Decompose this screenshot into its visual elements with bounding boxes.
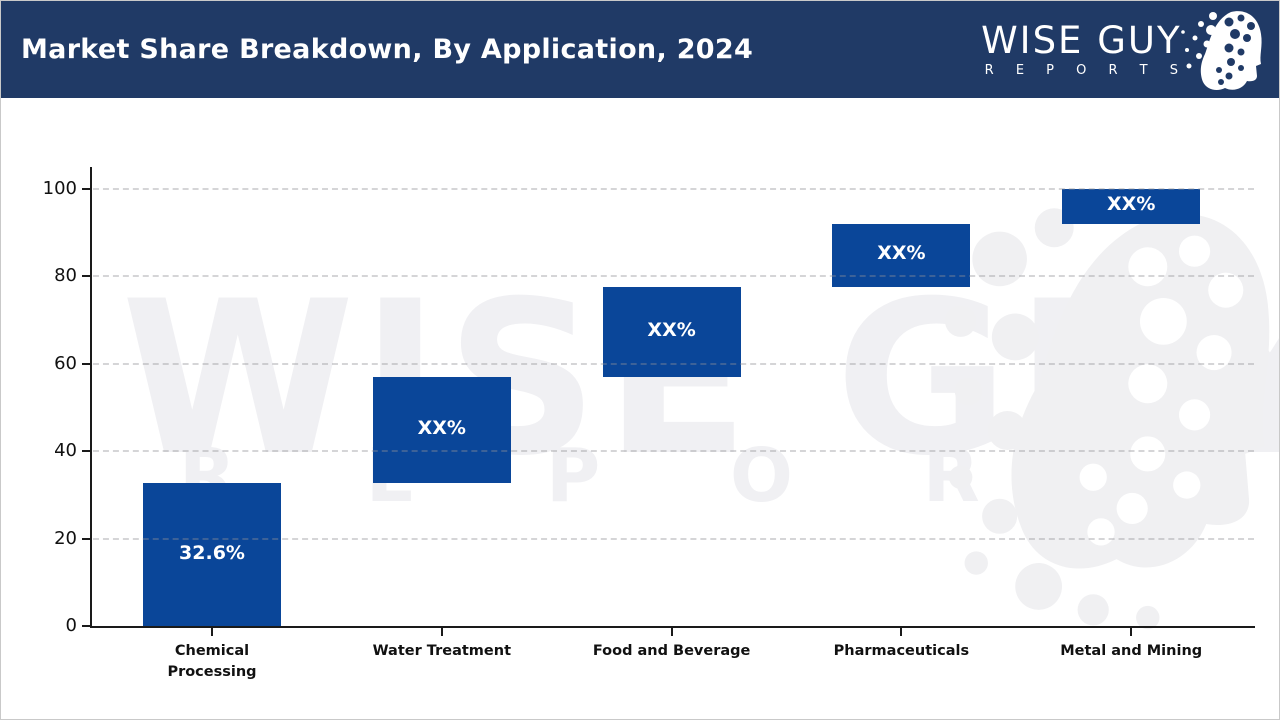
bar-value-label: XX% — [1107, 193, 1156, 216]
bar — [602, 286, 741, 378]
x-tick — [670, 628, 673, 636]
y-tick — [82, 625, 90, 627]
gridline — [93, 537, 1254, 540]
x-tick-label: Food and Beverage — [592, 643, 751, 659]
wise-guy-reports-logo: WISE GUY R E P O R T S — [976, 6, 1279, 94]
dotted-head-icon — [1181, 10, 1262, 90]
x-tick — [440, 628, 443, 636]
bar — [372, 377, 511, 484]
y-tick-label: 60 — [54, 352, 77, 374]
x-tick-label: Pharmaceuticals — [833, 643, 970, 659]
y-tick — [82, 537, 90, 540]
page-title: Market Share Breakdown, By Application, … — [21, 34, 754, 65]
gridline — [93, 362, 1254, 365]
x-tick-label: Water Treatment — [372, 643, 512, 659]
bar-value-label: 32.6% — [179, 541, 245, 564]
gridline — [93, 187, 1254, 190]
bar — [143, 483, 281, 626]
bar-value-label: XX% — [647, 319, 696, 341]
y-tick-label: 20 — [54, 527, 77, 549]
x-tick-label: Metal and Mining — [1060, 643, 1203, 659]
y-tick — [82, 362, 90, 365]
bar-value-label: XX% — [417, 417, 466, 440]
x-tick — [1130, 628, 1133, 636]
header-bar: Market Share Breakdown, By Application, … — [1, 1, 1279, 98]
logo-subtitle: R E P O R T S — [984, 62, 1187, 78]
bar-value-label: XX% — [877, 242, 926, 265]
y-axis-line — [90, 167, 92, 628]
y-tick — [82, 275, 90, 277]
logo-wordmark: WISE GUY — [981, 18, 1182, 62]
gridline — [93, 275, 1254, 277]
waterfall-chart: 0 20 40 60 80 100 32.6% Chemical Processing XX% W… — [1, 98, 1279, 719]
y-tick — [82, 187, 90, 190]
logo-text: WISE GUY R E P O R T S — [976, 22, 1187, 78]
bar — [832, 223, 971, 287]
x-tick-label: Chemical Processing — [167, 643, 257, 681]
x-tick — [900, 628, 903, 636]
gridline — [93, 450, 1254, 452]
x-tick — [211, 628, 213, 636]
y-tick — [82, 450, 90, 452]
y-tick-label: 0 — [65, 615, 77, 636]
y-tick-label: 40 — [54, 440, 77, 461]
y-tick-label: 100 — [42, 177, 77, 199]
y-tick-label: 80 — [54, 265, 77, 286]
x-axis-line — [90, 626, 1255, 628]
